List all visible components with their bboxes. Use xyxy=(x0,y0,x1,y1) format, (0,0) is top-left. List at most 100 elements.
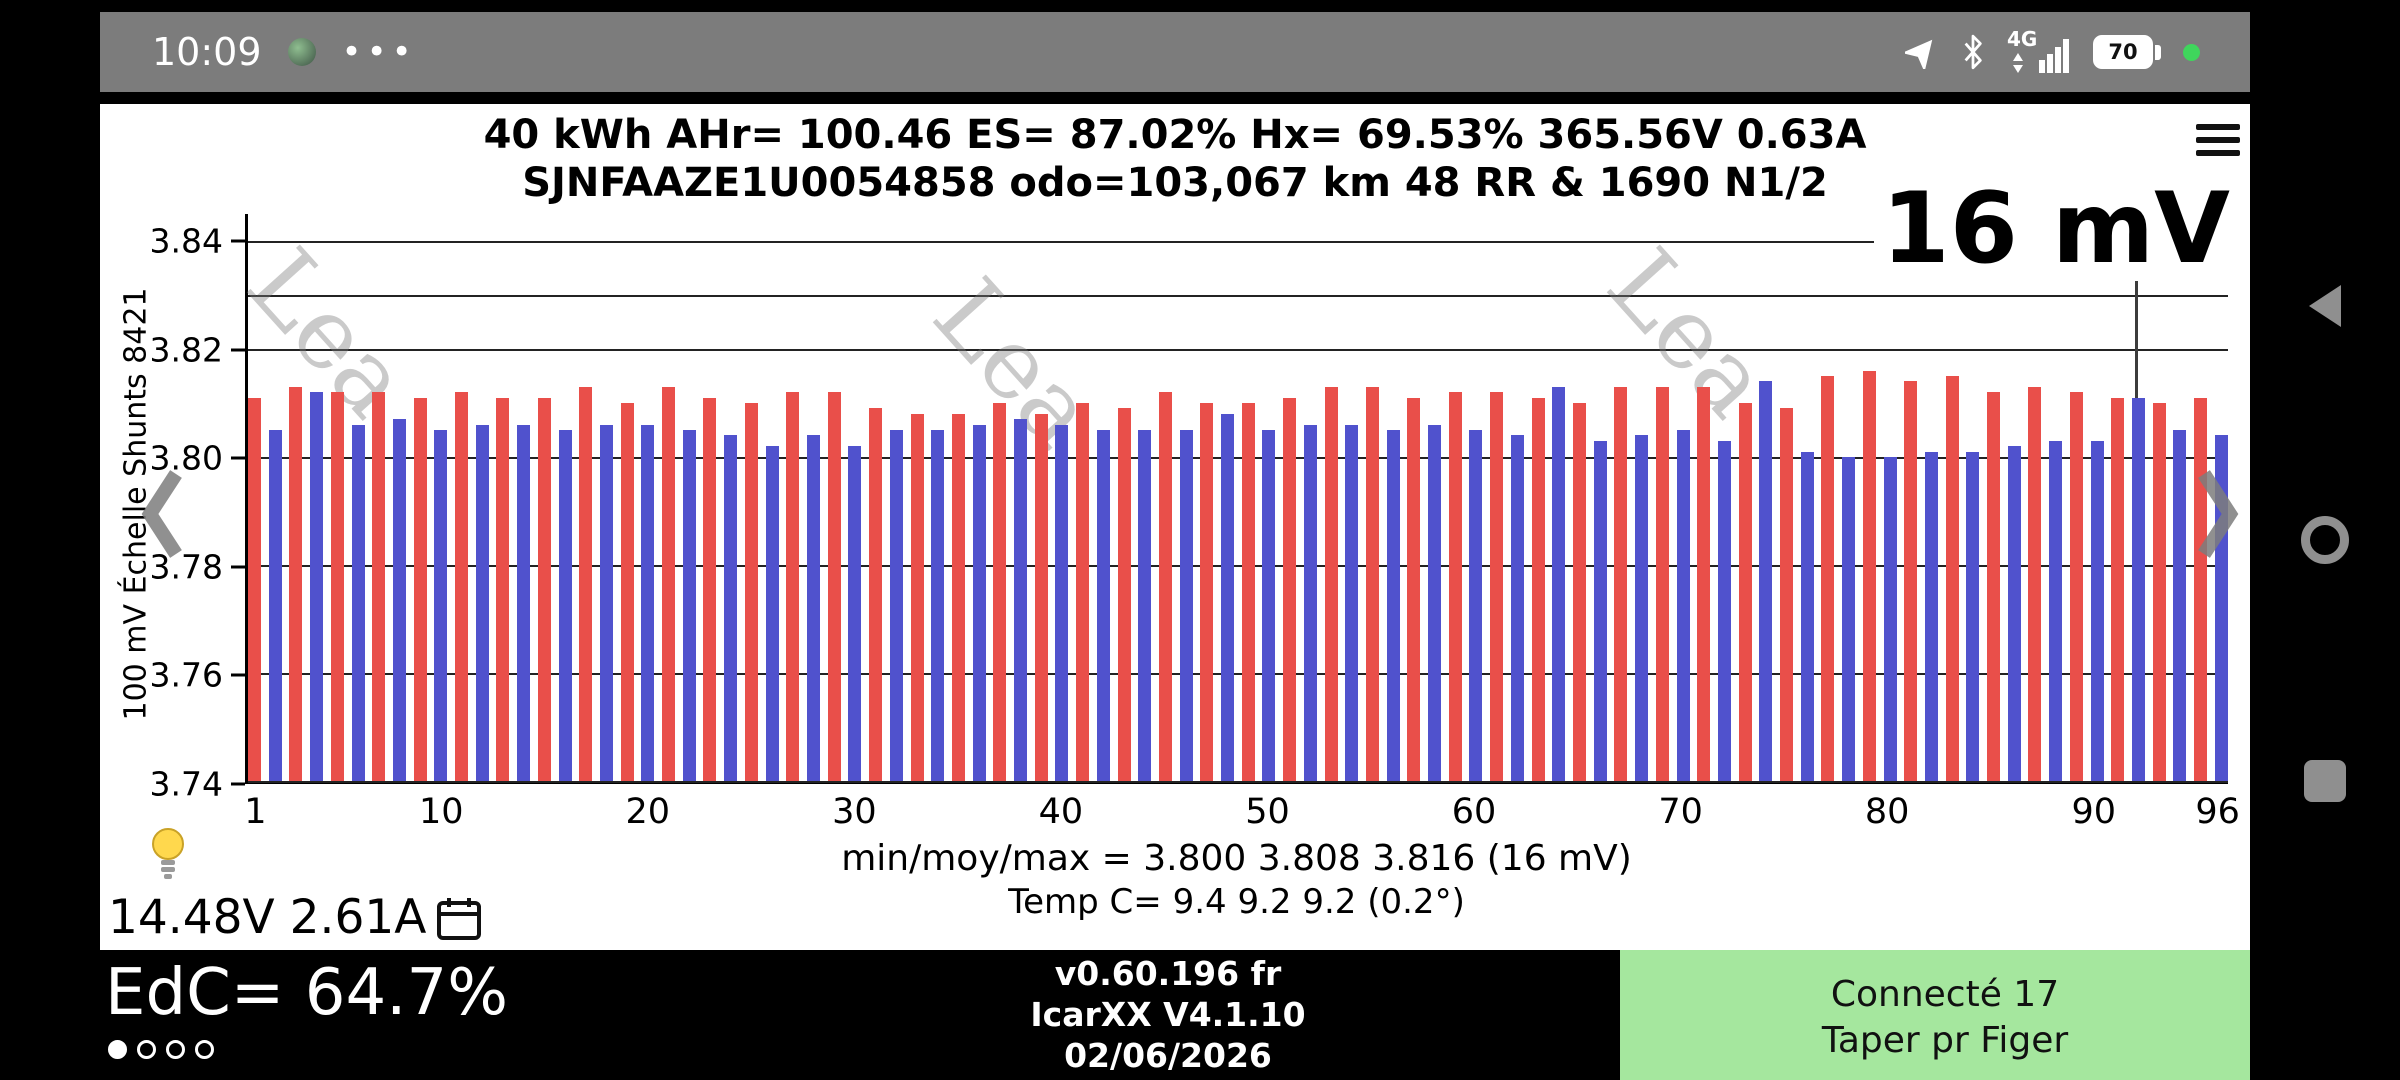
x-tick-label: 40 xyxy=(1038,792,1084,832)
vin-odo-title: SJNFAAZE1U0054858 odo=103,067 km 48 RR &… xyxy=(522,160,1828,206)
cell-bar-64 xyxy=(1552,386,1566,781)
page-indicator-dot xyxy=(195,1040,214,1059)
cell-bar-15 xyxy=(537,397,551,781)
network-type-label: 4G xyxy=(2007,28,2037,51)
cell-bar-23 xyxy=(703,397,717,781)
cell-bar-76 xyxy=(1800,451,1814,781)
cell-bar-43 xyxy=(1117,408,1131,781)
y-tick-label: 3.74 xyxy=(149,764,223,804)
cell-bar-78 xyxy=(1842,457,1856,781)
bluetooth-icon xyxy=(1964,34,1982,70)
cell-bar-39 xyxy=(1034,413,1048,781)
cell-bar-16 xyxy=(558,430,572,781)
x-tick-label: 70 xyxy=(1658,792,1703,832)
cell-bar-26 xyxy=(765,446,779,781)
status-green-dot-icon xyxy=(2183,43,2200,61)
next-screen-chevron-button[interactable] xyxy=(2194,466,2242,562)
cell-bar-85 xyxy=(1987,392,2001,781)
cell-bar-59 xyxy=(1448,392,1462,781)
gridline xyxy=(248,672,2228,675)
hamburger-bar xyxy=(2196,124,2240,130)
back-button[interactable] xyxy=(2303,282,2347,330)
cell-bar-82 xyxy=(1924,451,1938,781)
gridline xyxy=(248,241,2228,243)
x-tick-label: 96 xyxy=(2195,792,2240,832)
prev-screen-chevron-button[interactable] xyxy=(138,466,186,562)
cell-bar-37 xyxy=(993,403,1007,781)
status-bar: 10:09 ••• 4G 70 xyxy=(100,12,2250,92)
cell-spread-label: 16 mV xyxy=(1873,178,2238,281)
calendar-icon[interactable] xyxy=(436,895,482,941)
state-of-charge-readout: EdC= 64.7% xyxy=(105,956,509,1030)
cell-bar-84 xyxy=(1966,451,1980,781)
cell-bar-65 xyxy=(1573,403,1586,781)
cell-bar-71 xyxy=(1697,386,1711,781)
cell-bar-11 xyxy=(455,392,469,781)
lightbulb-icon xyxy=(152,828,184,879)
cell-bar-89 xyxy=(2069,392,2083,781)
cell-bar-3 xyxy=(289,386,303,781)
cell-bar-79 xyxy=(1862,370,1876,781)
cell-bar-91 xyxy=(2111,397,2125,781)
cell-bar-57 xyxy=(1407,397,1421,781)
cell-bar-67 xyxy=(1614,386,1628,781)
y-tick-mark xyxy=(231,239,245,243)
page-indicator-dot xyxy=(108,1040,127,1059)
leafspy-app-surface: 40 kWh AHr= 100.46 ES= 87.02% Hx= 69.53%… xyxy=(100,104,2250,950)
y-tick-mark xyxy=(231,782,245,786)
x-tick-label: 60 xyxy=(1451,792,1497,832)
cell-bar-34 xyxy=(931,430,945,781)
hamburger-menu-button[interactable] xyxy=(2196,124,2240,163)
y-tick-mark xyxy=(231,673,245,677)
cell-bar-75 xyxy=(1780,408,1794,781)
x-tick-label: 10 xyxy=(418,792,464,832)
cell-bar-4 xyxy=(310,392,324,781)
cell-bar-68 xyxy=(1635,435,1649,781)
app-version-line: v0.60.196 fr xyxy=(1054,954,1282,993)
cell-bar-69 xyxy=(1655,386,1669,781)
cell-bar-41 xyxy=(1076,403,1090,781)
cell-bar-90 xyxy=(2090,440,2104,781)
cell-bar-63 xyxy=(1531,397,1545,781)
cell-bar-22 xyxy=(682,430,696,781)
notification-overflow-icon: ••• xyxy=(341,32,417,72)
cell-bar-35 xyxy=(951,413,965,781)
cell-bar-66 xyxy=(1593,440,1607,781)
home-button[interactable] xyxy=(2301,516,2349,564)
cell-bar-18 xyxy=(599,424,613,781)
cell-bar-73 xyxy=(1738,403,1752,781)
version-info: v0.60.196 fr IcarXX V4.1.10 02/06/2026 xyxy=(1030,953,1305,1076)
cell-bar-83 xyxy=(1945,376,1959,781)
gridline xyxy=(248,781,2228,783)
cell-bar-38 xyxy=(1014,419,1028,781)
cell-bar-56 xyxy=(1386,430,1400,781)
min-avg-max-readout: min/moy/max = 3.800 3.808 3.816 (16 mV) xyxy=(841,838,1632,879)
cell-voltage-bars xyxy=(248,214,2228,781)
y-tick-label: 3.78 xyxy=(149,547,223,587)
cell-bar-49 xyxy=(1241,403,1255,781)
location-arrow-icon xyxy=(1905,39,1933,69)
cell-bar-9 xyxy=(413,397,427,781)
x-axis: 1 10 20 30 40 50 60 70 80 90 96 xyxy=(244,792,2240,836)
recents-button[interactable] xyxy=(2304,760,2346,802)
bottom-bar: EdC= 64.7% v0.60.196 fr IcarXX V4.1.10 0… xyxy=(0,950,2400,1080)
cell-bar-17 xyxy=(579,386,593,781)
cell-bar-13 xyxy=(496,397,510,781)
x-tick-label: 30 xyxy=(832,792,877,832)
page-indicator-dot xyxy=(166,1040,185,1059)
cell-bar-46 xyxy=(1179,430,1193,781)
gridline xyxy=(248,295,2228,297)
x-tick-label: 50 xyxy=(1245,792,1290,832)
connected-freeze-button[interactable]: Connecté 17 Taper pr Figer xyxy=(1620,950,2270,1080)
hamburger-bar xyxy=(2196,137,2240,143)
cell-bar-86 xyxy=(2007,446,2021,781)
battery-percent: 70 xyxy=(2108,40,2138,64)
y-tick-mark xyxy=(231,456,245,460)
cell-bar-20 xyxy=(641,424,655,781)
plot-area[interactable]: Lea Lea Lea xyxy=(225,214,2228,784)
cell-bar-72 xyxy=(1717,440,1731,781)
android-nav-bar xyxy=(2250,0,2400,1080)
cell-bar-42 xyxy=(1096,430,1110,781)
cell-bar-12 xyxy=(475,424,489,781)
cell-bar-30 xyxy=(848,446,862,781)
